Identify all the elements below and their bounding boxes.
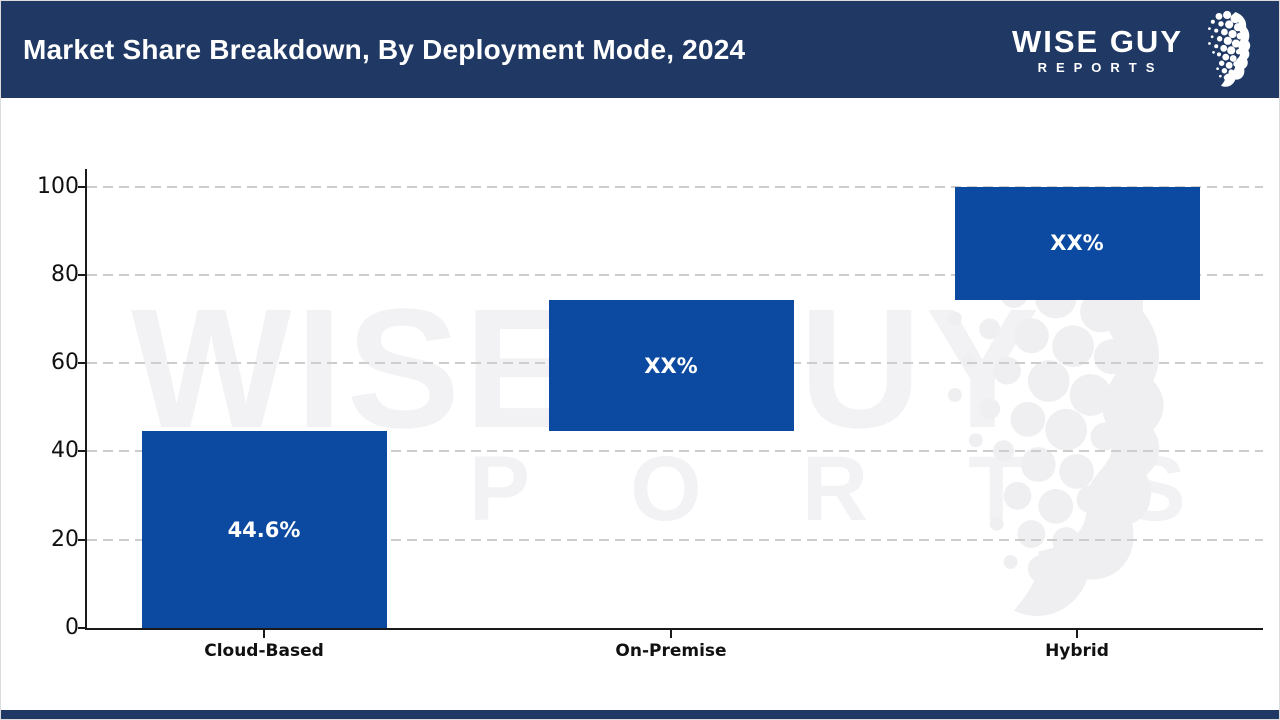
y-tick-mark bbox=[78, 450, 86, 453]
brand-subtitle: REPORTS bbox=[1037, 59, 1164, 75]
bar-value-label: XX% bbox=[644, 353, 698, 378]
page-title: Market Share Breakdown, By Deployment Mo… bbox=[23, 33, 746, 65]
x-tick-mark bbox=[263, 630, 265, 638]
y-axis bbox=[85, 169, 87, 630]
gridline bbox=[87, 185, 1263, 188]
bar: 44.6% bbox=[141, 431, 387, 628]
header-bar: Market Share Breakdown, By Deployment Mo… bbox=[1, 1, 1279, 98]
y-tick-mark bbox=[78, 362, 86, 365]
gridline bbox=[87, 273, 1263, 276]
gridline bbox=[87, 538, 1263, 541]
gridline bbox=[87, 450, 1263, 453]
y-tick-label: 20 bbox=[51, 526, 79, 552]
y-tick-label: 40 bbox=[51, 438, 79, 464]
brand-logo-text: WISE GUY REPORTS bbox=[1012, 26, 1183, 74]
bar: XX% bbox=[548, 300, 794, 432]
footer-bar bbox=[1, 710, 1279, 719]
x-tick-mark bbox=[670, 630, 672, 638]
y-tick-mark bbox=[78, 273, 86, 276]
bar-value-label: XX% bbox=[1050, 231, 1104, 256]
y-tick-label: 100 bbox=[37, 173, 79, 199]
y-tick-mark bbox=[78, 627, 86, 629]
x-tick-mark bbox=[1076, 630, 1078, 638]
y-tick-label: 80 bbox=[51, 261, 79, 287]
y-tick-mark bbox=[78, 185, 86, 188]
x-tick-label: Cloud-Based bbox=[204, 641, 324, 661]
x-tick-label: On-Premise bbox=[615, 641, 727, 661]
brand-logo: WISE GUY REPORTS bbox=[1012, 10, 1255, 90]
y-tick-mark bbox=[78, 538, 86, 541]
brand-name: WISE GUY bbox=[1011, 23, 1183, 59]
x-axis bbox=[85, 628, 1263, 630]
y-tick-label: 0 bbox=[65, 615, 79, 640]
x-tick-label: Hybrid bbox=[1045, 641, 1109, 661]
y-tick-label: 60 bbox=[51, 350, 79, 376]
bar-value-label: 44.6% bbox=[227, 517, 301, 542]
bar: XX% bbox=[954, 186, 1200, 301]
chart-region: WISE GUY REPORTS 0 20 40 60 80 100 44.6% XX% XX%… bbox=[1, 98, 1279, 713]
